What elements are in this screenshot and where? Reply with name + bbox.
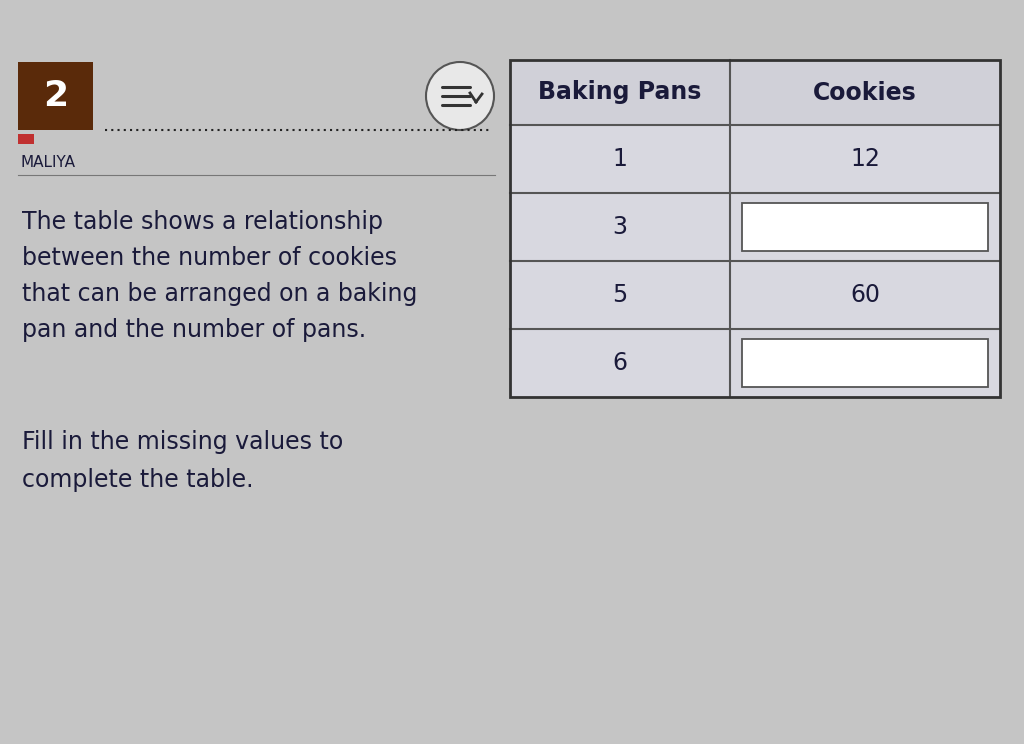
Text: complete the table.: complete the table. [22,468,254,492]
Circle shape [426,62,494,130]
Text: 3: 3 [612,215,628,239]
Bar [730,125,1000,193]
Bar [18,62,93,130]
Text: 1: 1 [612,147,628,171]
Bar [730,329,1000,397]
Text: Fill in the missing values to: Fill in the missing values to [22,430,343,454]
Bar [510,261,730,329]
Text: Cookies: Cookies [813,80,916,104]
Bar [742,339,988,387]
Text: 5: 5 [612,283,628,307]
Bar [510,125,730,193]
Text: 12: 12 [850,147,880,171]
Text: MALIYA: MALIYA [20,155,75,170]
Bar [730,193,1000,261]
Bar [742,203,988,251]
Text: between the number of cookies: between the number of cookies [22,246,397,270]
Bar [510,60,1000,397]
Text: 6: 6 [612,351,628,375]
Bar [510,329,730,397]
Text: 2: 2 [43,79,68,113]
Text: Baking Pans: Baking Pans [539,80,701,104]
Bar [730,261,1000,329]
Text: 60: 60 [850,283,880,307]
Text: pan and the number of pans.: pan and the number of pans. [22,318,367,342]
Text: The table shows a relationship: The table shows a relationship [22,210,383,234]
Text: that can be arranged on a baking: that can be arranged on a baking [22,282,418,306]
Bar [510,193,730,261]
Bar [18,134,34,144]
Bar [510,60,1000,125]
